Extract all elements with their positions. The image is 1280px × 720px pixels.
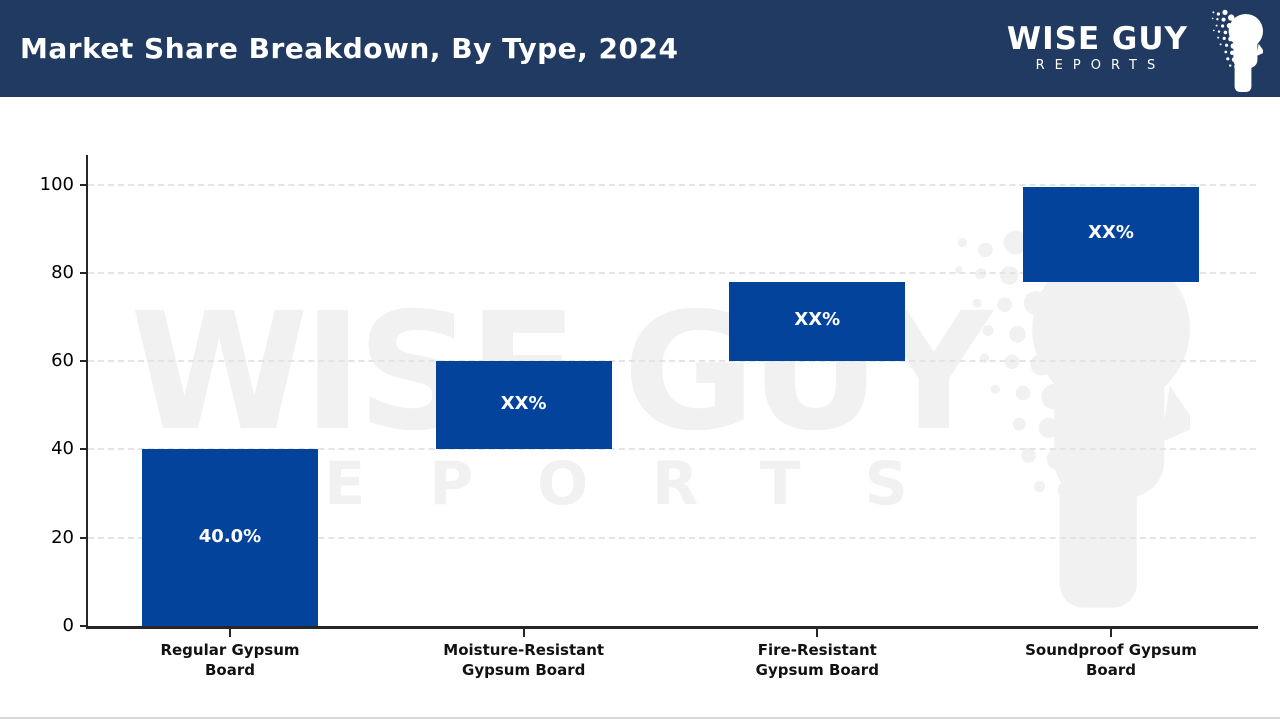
x-tick-mark [1110,629,1112,637]
chart-area: WISE GUY REPORTS 0 20 40 60 80 100 40.0% Regula… [0,97,1280,717]
y-axis-tick-label: 0 [62,615,74,636]
h-gridline [88,271,1256,274]
x-axis-category-label-line: Soundproof Gypsum [1025,641,1197,659]
x-tick-mark [522,629,525,637]
x-tick-mark [229,629,231,637]
h-gridline [88,360,1256,363]
x-axis-line [86,626,1258,629]
logo-wordmark: WISE GUY [1006,21,1188,57]
x-axis-category-label: Fire-Resistant Gypsum Board [685,640,949,680]
x-axis-category-label-line: Fire-Resistant [757,641,877,659]
waterfall-bar-chart: 0 20 40 60 80 100 40.0% Regular Gypsum Board XX% M… [0,97,1280,717]
bar-value-label: XX% [794,309,841,331]
x-axis-category-label: Regular Gypsum Board [98,640,362,680]
h-gridline [88,183,1256,186]
logo-subtitle: REPORTS [1035,58,1166,73]
x-tick-mark [816,629,819,637]
y-axis-line [86,155,88,628]
watermark-subtitle: REPORTS [214,449,972,519]
x-axis-category-label-line: Gypsum Board [755,661,879,679]
bar-segment [142,449,318,626]
x-axis-category-label-line: Board [205,661,255,679]
bar-segment [435,361,612,450]
y-axis-tick-label: 60 [51,350,74,372]
bar-value-label: XX% [500,393,547,415]
y-axis-tick-label: 40 [51,438,74,460]
x-axis-category-label-line: Moisture-Resistant [443,641,605,659]
y-tick-mark [80,536,88,539]
bottom-edge-line [0,717,1280,719]
h-gridline [88,448,1256,451]
y-tick-mark [80,625,88,627]
x-axis-category-label: Soundproof Gypsum Board [979,640,1243,680]
h-gridline [88,536,1256,539]
y-tick-mark [80,183,88,186]
header-bar: Market Share Breakdown, By Type, 2024 WI… [0,0,1280,97]
x-axis-category-label-line: Gypsum Board [462,661,586,679]
wiseguy-logo: WISE GUY REPORTS [1007,8,1266,92]
logo-head-icon [1192,8,1266,92]
y-axis-tick-label: 80 [51,261,74,283]
bar-value-label: 40.0% [198,525,262,547]
x-axis-category-label-line: Regular Gypsum [160,641,300,659]
page-title: Market Share Breakdown, By Type, 2024 [20,32,679,65]
y-axis-tick-label: 20 [51,526,74,548]
bar-segment [729,281,906,362]
y-axis-tick-label: 100 [39,173,74,195]
bar-value-label: XX% [1088,222,1134,244]
logo-text: WISE GUY REPORTS [1007,22,1188,73]
y-tick-mark [80,271,88,274]
x-axis-category-label: Moisture-Resistant Gypsum Board [392,640,656,680]
bar-segment [1023,186,1199,282]
y-tick-mark [80,360,88,363]
y-tick-mark [80,448,88,451]
x-axis-category-label-line: Board [1086,661,1136,679]
